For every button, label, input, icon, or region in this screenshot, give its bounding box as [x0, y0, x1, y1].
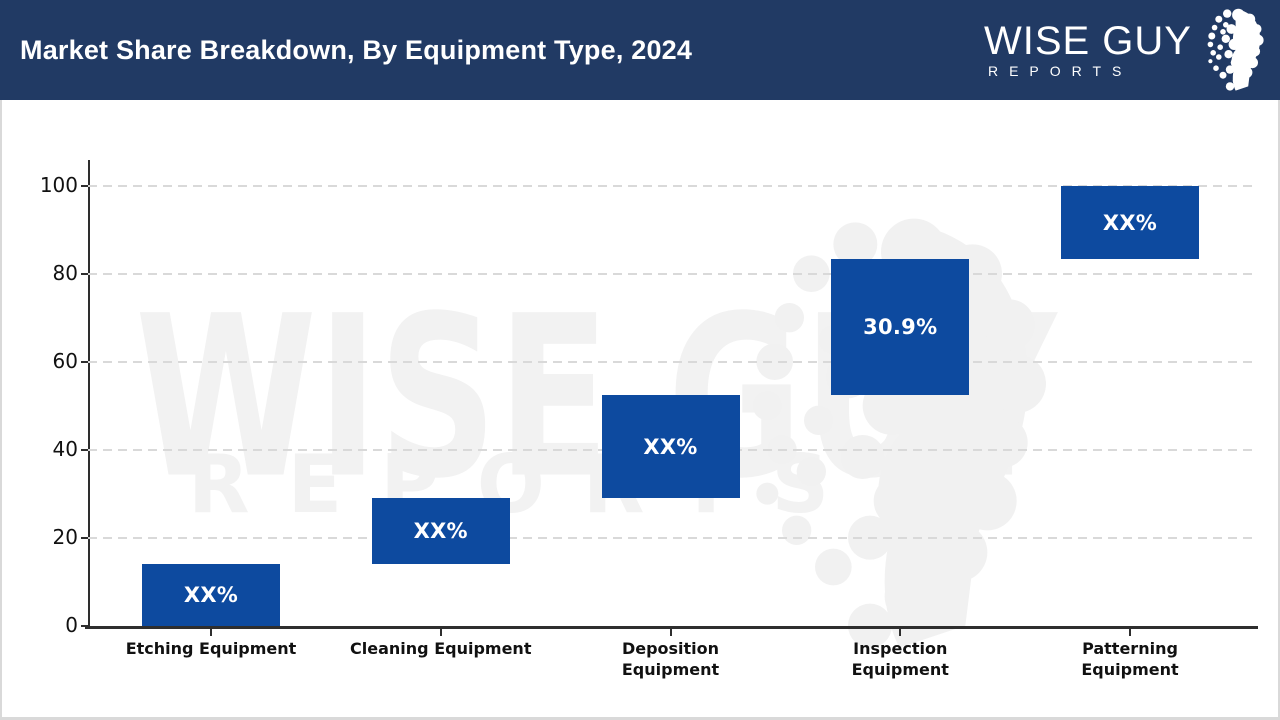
x-tick-label-line: Equipment: [851, 660, 949, 679]
logo-subtitle: REPORTS: [987, 63, 1133, 79]
page-border-bottom: [0, 717, 1280, 720]
bar-value-label: 30.9%: [863, 315, 938, 339]
x-tick-label-line: Equipment: [1081, 660, 1179, 679]
x-tick-label-line: Patterning: [1082, 639, 1178, 658]
x-axis-tick: [669, 628, 672, 636]
x-tick-label: Patterning Equipment: [1015, 638, 1245, 680]
page-title: Market Share Breakdown, By Equipment Typ…: [20, 34, 693, 65]
y-axis-tick: [81, 273, 88, 275]
x-tick-label-line: Equipment: [621, 660, 720, 679]
bar-deposition-equipment: XX%: [601, 395, 740, 499]
watermark-face-icon: [752, 218, 1046, 648]
y-axis-tick: [81, 537, 88, 539]
grid-line: [88, 273, 1255, 275]
page-border-left: [0, 100, 2, 720]
x-tick-label: Inspection Equipment: [785, 638, 1015, 680]
x-tick-label-line: Deposition: [621, 639, 720, 658]
page-border-right: [1278, 100, 1280, 720]
bar-value-label: XX%: [1102, 210, 1158, 235]
x-tick-label-line: Cleaning Equipment: [350, 639, 532, 658]
y-tick-label: 20: [52, 525, 78, 549]
y-tick-label: 100: [39, 173, 78, 197]
wise-guy-reports-logo: WISE GUY REPORTS: [984, 8, 1266, 92]
x-axis: [85, 626, 1258, 629]
logo-text: WISE GUY REPORTS: [984, 20, 1192, 80]
bar-cleaning-equipment: XX%: [371, 498, 510, 565]
y-tick-label: 0: [65, 613, 78, 637]
grid-line: [88, 185, 1255, 187]
y-axis-tick: [81, 625, 88, 627]
header-bar: Market Share Breakdown, By Equipment Typ…: [0, 0, 1280, 100]
bar-patterning-equipment: XX%: [1061, 186, 1199, 260]
bar-etching-equipment: XX%: [142, 564, 280, 626]
x-tick-label: Deposition Equipment: [556, 638, 786, 680]
y-tick-label: 40: [52, 437, 78, 461]
grid-line: [88, 537, 1255, 539]
x-axis-tick: [899, 628, 902, 636]
y-tick-label: 80: [52, 261, 78, 285]
y-axis-tick: [81, 361, 88, 363]
bar-value-label: XX%: [643, 434, 698, 459]
y-tick-label: 60: [52, 349, 78, 373]
y-axis: [88, 160, 90, 628]
grid-line: [88, 361, 1255, 363]
dotted-face-icon: [1207, 8, 1264, 91]
x-axis-tick: [210, 628, 212, 636]
x-axis-tick: [1129, 628, 1131, 636]
x-tick-label: Cleaning Equipment: [326, 638, 556, 659]
x-tick-label: Etching Equipment: [96, 638, 326, 659]
x-axis-tick: [439, 628, 442, 636]
y-axis-tick: [81, 449, 88, 451]
x-tick-label-line: Inspection: [853, 639, 948, 658]
y-axis-tick: [81, 185, 88, 187]
x-tick-label-line: Etching Equipment: [125, 639, 297, 658]
bar-value-label: XX%: [183, 583, 239, 608]
bar-value-label: XX%: [413, 519, 468, 544]
bar-inspection-equipment: 30.9%: [831, 259, 970, 395]
logo-name: WISE GUY: [983, 19, 1192, 63]
